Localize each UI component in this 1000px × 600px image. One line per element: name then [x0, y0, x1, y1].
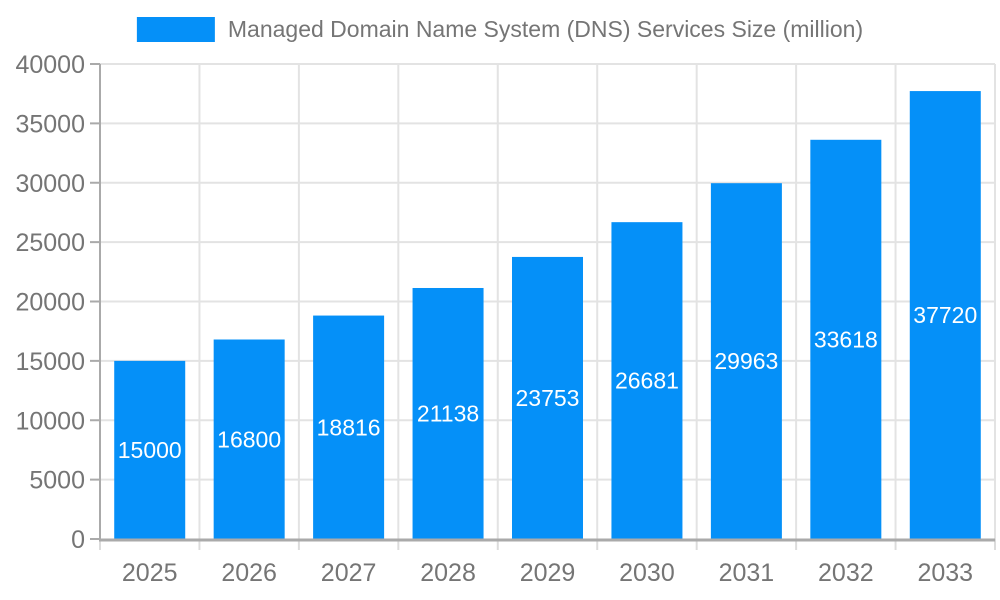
x-axis-tick-label: 2030 [619, 559, 675, 587]
bar-value-label: 16800 [217, 426, 281, 452]
y-axis-tick-label: 20000 [15, 289, 85, 317]
x-axis-tick-label: 2027 [321, 559, 377, 587]
bar-value-label: 33618 [814, 326, 878, 352]
x-axis-tick-label: 2028 [420, 559, 476, 587]
bar-value-label: 26681 [615, 368, 679, 394]
bar-2028[interactable] [412, 287, 484, 539]
bar-2026[interactable] [213, 339, 285, 540]
bar-value-label: 18816 [317, 414, 381, 440]
bar-value-label: 21138 [417, 400, 479, 426]
y-axis-tick-label: 30000 [15, 170, 85, 198]
bar-value-label: 23753 [516, 385, 580, 411]
x-axis-tick-label: 2029 [520, 559, 576, 587]
x-axis-tick-label: 2032 [818, 559, 874, 587]
bar-value-label: 15000 [118, 437, 182, 463]
bar-2032[interactable] [810, 139, 882, 539]
x-axis-tick-label: 2026 [221, 559, 277, 587]
bar-value-label: 37720 [913, 302, 977, 328]
y-axis-tick-label: 40000 [15, 51, 85, 79]
y-axis-tick-label: 15000 [15, 348, 85, 376]
legend[interactable]: Managed Domain Name System (DNS) Service… [136, 16, 864, 42]
x-axis-tick-label: 2033 [917, 559, 973, 587]
bar-2025[interactable] [114, 360, 186, 539]
bar-2033[interactable] [909, 91, 981, 539]
y-axis-tick-label: 25000 [15, 229, 85, 257]
y-axis-tick-label: 35000 [15, 110, 85, 138]
x-axis-tick-label: 2031 [719, 559, 775, 587]
legend-swatch [136, 17, 215, 42]
bar-2029[interactable] [512, 256, 583, 539]
legend-label: Managed Domain Name System (DNS) Service… [227, 16, 864, 42]
y-axis-tick-label: 5000 [29, 467, 85, 495]
bar-2027[interactable] [313, 315, 385, 539]
bar-2031[interactable] [710, 183, 782, 539]
x-axis-tick-label: 2025 [122, 559, 178, 587]
y-axis-tick-label: 0 [71, 526, 85, 554]
bar-2030[interactable] [611, 222, 683, 539]
y-axis-tick-label: 10000 [15, 407, 85, 435]
bar-value-label: 29963 [714, 348, 778, 374]
